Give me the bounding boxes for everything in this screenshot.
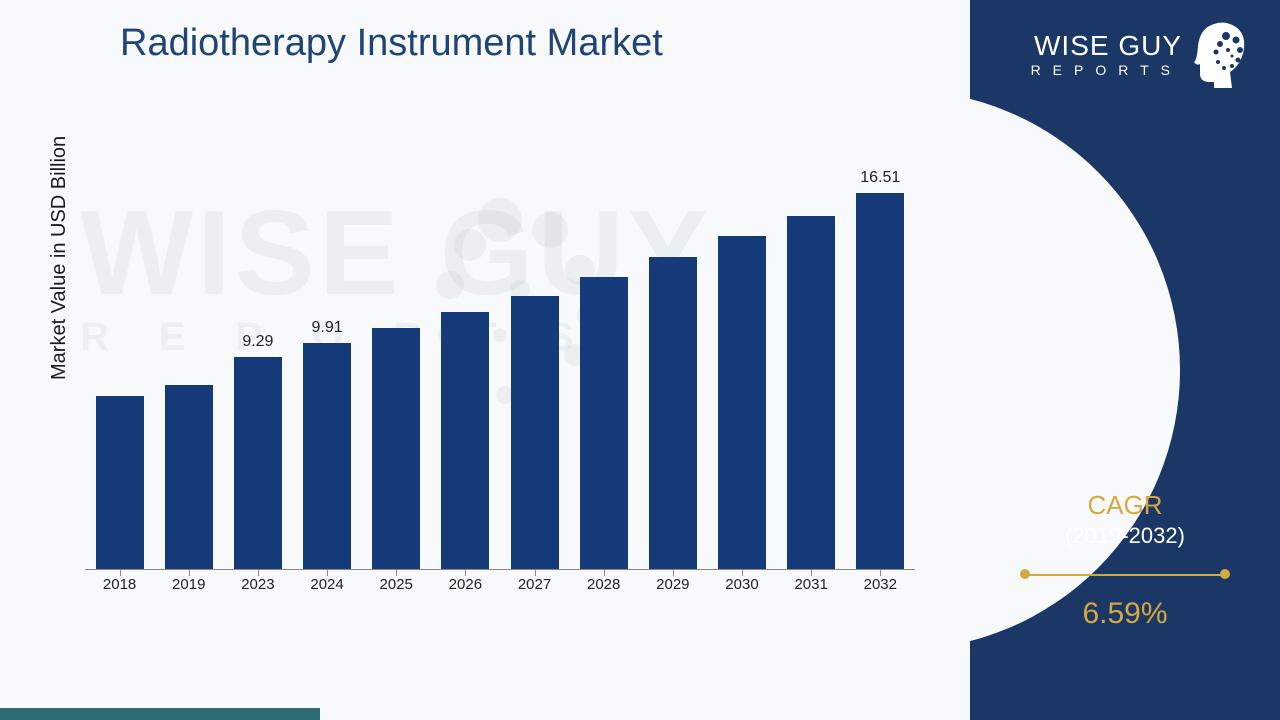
- chart-title: Radiotherapy Instrument Market: [120, 22, 663, 65]
- bar: [303, 343, 351, 569]
- x-axis-baseline: [85, 569, 915, 570]
- logo-main: WISE GUY: [1031, 30, 1182, 62]
- bar-wrap: [777, 192, 846, 569]
- bar-wrap: 16.51: [846, 169, 915, 569]
- x-axis-label: 2025: [362, 576, 431, 593]
- bottom-accent-bar: [0, 708, 320, 720]
- logo-text: WISE GUY REPORTS: [1031, 30, 1182, 78]
- cagr-title: CAGR: [1015, 490, 1235, 521]
- bar: [234, 357, 282, 569]
- x-axis-label: 2032: [846, 576, 915, 593]
- bar-wrap: [85, 372, 154, 569]
- x-axis-label: 2028: [569, 576, 638, 593]
- bar: [718, 236, 766, 569]
- x-axis-label: 2018: [85, 576, 154, 593]
- bar: [441, 312, 489, 569]
- bar-wrap: [500, 272, 569, 569]
- bar-wrap: [154, 361, 223, 570]
- bar-wrap: [431, 288, 500, 569]
- x-axis-label: 2024: [293, 576, 362, 593]
- chart-plot: 9.29 9.91 16.51: [85, 160, 915, 570]
- logo: WISE GUY REPORTS: [990, 20, 1250, 88]
- x-axis-label: 2031: [777, 576, 846, 593]
- cagr-period: (2019-2032): [1015, 523, 1235, 549]
- x-axis-label: 2023: [223, 576, 292, 593]
- bar-wrap: 9.91: [293, 319, 362, 569]
- bar: [165, 385, 213, 570]
- bar-wrap: [638, 233, 707, 569]
- bar: [649, 257, 697, 569]
- x-axis-label: 2019: [154, 576, 223, 593]
- x-axis-label: 2026: [431, 576, 500, 593]
- bar: [787, 216, 835, 569]
- logo-head-icon: [1192, 20, 1250, 88]
- main-area: Radiotherapy Instrument Market WISE GUY …: [0, 0, 970, 720]
- logo-sub: REPORTS: [1031, 62, 1182, 78]
- bar-value-label: 9.29: [242, 333, 273, 353]
- x-axis-label: 2029: [638, 576, 707, 593]
- y-axis-label: Market Value in USD Billion: [48, 136, 71, 380]
- x-labels-container: 2018201920232024202520262027202820292030…: [85, 576, 915, 593]
- bar: [96, 396, 144, 569]
- bar: [511, 296, 559, 569]
- bar: [372, 328, 420, 569]
- bar-wrap: [707, 212, 776, 569]
- bar-wrap: 9.29: [223, 333, 292, 569]
- bar-value-label: 9.91: [311, 319, 342, 339]
- cagr-block: CAGR (2019-2032) 6.59%: [1015, 490, 1235, 631]
- bar-value-label: 16.51: [860, 169, 900, 189]
- bar: [856, 193, 904, 569]
- x-axis-label: 2030: [707, 576, 776, 593]
- bar-wrap: [569, 253, 638, 569]
- cagr-divider: [1025, 567, 1225, 581]
- x-axis-label: 2027: [500, 576, 569, 593]
- bar: [580, 277, 628, 569]
- bars-container: 9.29 9.91 16.51: [85, 159, 915, 569]
- bar-wrap: [362, 304, 431, 569]
- cagr-value: 6.59%: [1015, 597, 1235, 631]
